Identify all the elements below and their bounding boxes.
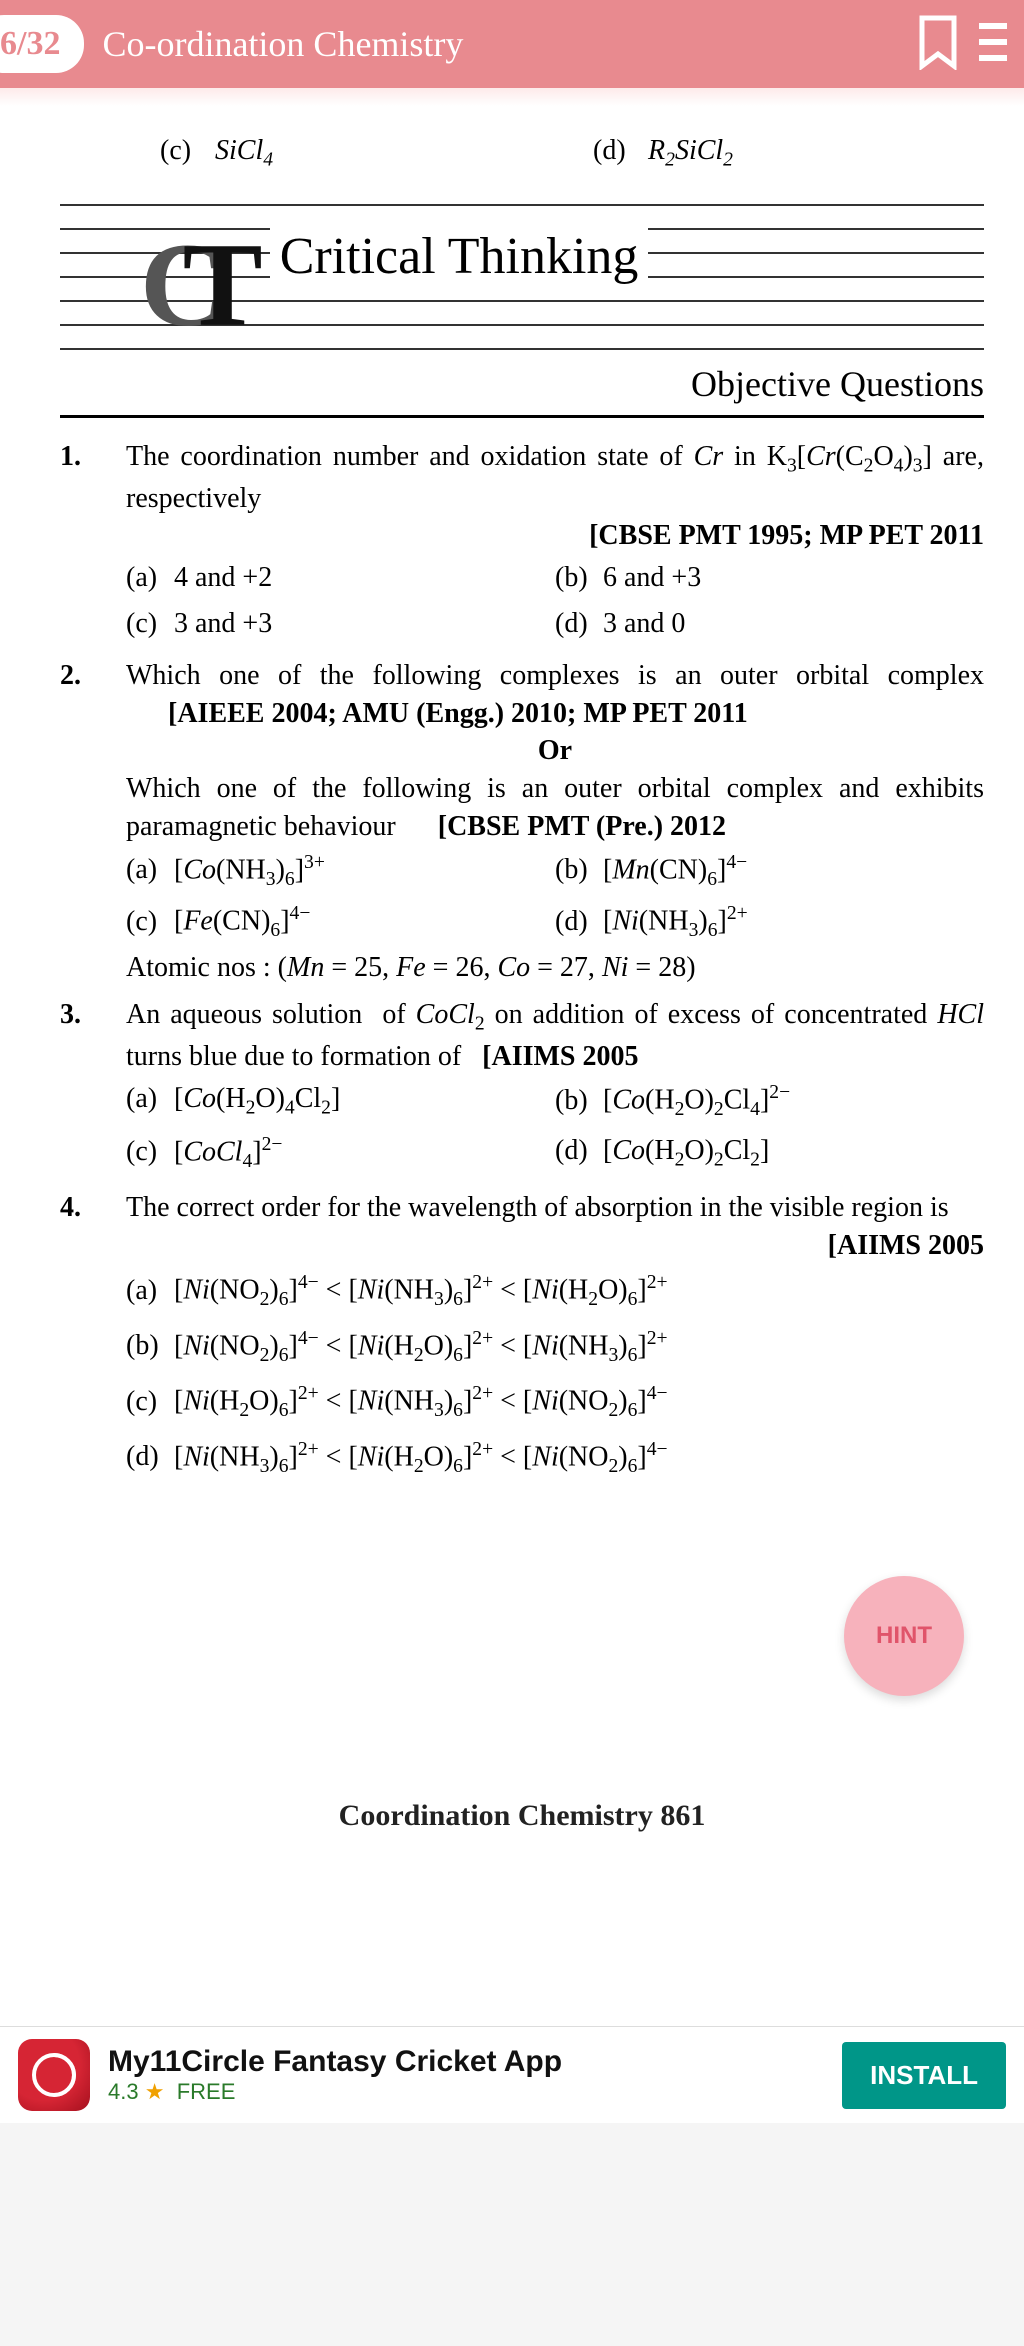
star-icon: ★: [145, 2079, 165, 2104]
option-b[interactable]: (b)[Ni(NO2)6]4− < [Ni(H2O)6]2+ < [Ni(NH3…: [126, 1320, 984, 1375]
menu-icon[interactable]: [978, 18, 1008, 71]
options: (a)[Co(H2O)4Cl2] (b)[Co(H2O)2Cl4]2− (c)[…: [126, 1076, 984, 1179]
option-a[interactable]: (a)[Co(H2O)4Cl2]: [126, 1076, 555, 1127]
question-text: The correct order for the wavelength of …: [126, 1192, 949, 1223]
option-c[interactable]: (c)[CoCl4]2−: [126, 1128, 555, 1179]
ad-banner[interactable]: My11Circle Fantasy Cricket App 4.3 ★ FRE…: [0, 2026, 1024, 2123]
question-4: 4. The correct order for the wavelength …: [60, 1189, 984, 1486]
question-number: 4.: [60, 1189, 126, 1486]
option-text: SiCl4: [215, 135, 273, 166]
question-1: 1. The coordination number and oxidation…: [60, 438, 984, 647]
option-c[interactable]: (c)[Ni(H2O)6]2+ < [Ni(NH3)6]2+ < [Ni(NO2…: [126, 1375, 984, 1430]
options: (a)[Ni(NO2)6]4− < [Ni(NH3)6]2+ < [Ni(H2O…: [126, 1264, 984, 1485]
question-text: The coordination number and oxidation st…: [126, 441, 984, 514]
ad-meta: 4.3 ★ FREE: [108, 2079, 842, 2105]
option-b[interactable]: (b)[Mn(CN)6]4−: [555, 846, 984, 897]
option-label: (d): [593, 132, 641, 170]
option-c[interactable]: (c) SiCl4: [160, 132, 273, 174]
ad-rating: 4.3: [108, 2079, 139, 2104]
ad-logo-icon: [18, 2039, 90, 2111]
header-shadow: [0, 88, 1024, 106]
options: (a)4 and +2 (b)6 and +3 (c)3 and +3 (d)3…: [126, 555, 984, 647]
page-indicator: 6/32: [0, 15, 84, 73]
page-content: (c) SiCl4 (d) R2SiCl2 CT Critical Thinki…: [0, 106, 1024, 2026]
or-divider: Or: [126, 732, 984, 770]
option-a[interactable]: (a)4 and +2: [126, 555, 555, 601]
option-d[interactable]: (d)[Ni(NH3)6]2+: [555, 897, 984, 948]
bookmark-icon[interactable]: [914, 14, 962, 75]
question-source: [CBSE PMT 1995; MP PET 2011: [126, 517, 984, 555]
section-title: Critical Thinking: [270, 222, 649, 292]
option-b[interactable]: (b)6 and +3: [555, 555, 984, 601]
option-a[interactable]: (a)[Co(NH3)6]3+: [126, 846, 555, 897]
option-c[interactable]: (c)[Fe(CN)6]4−: [126, 897, 555, 948]
question-number: 1.: [60, 438, 126, 647]
question-source: [AIIMS 2005: [828, 1227, 984, 1265]
options: (a)[Co(NH3)6]3+ (b)[Mn(CN)6]4− (c)[Fe(CN…: [126, 846, 984, 949]
question-source: [AIIMS 2005: [482, 1041, 638, 1072]
section-banner: CT Critical Thinking Objective Questions: [60, 204, 984, 418]
ad-text: My11Circle Fantasy Cricket App 4.3 ★ FRE…: [108, 2045, 842, 2105]
question-number: 3.: [60, 996, 126, 1179]
option-d[interactable]: (d)[Co(H2O)2Cl2]: [555, 1128, 984, 1179]
option-c[interactable]: (c)3 and +3: [126, 601, 555, 647]
ad-title: My11Circle Fantasy Cricket App: [108, 2045, 842, 2079]
question-number: 2.: [60, 657, 126, 987]
header-title: Co-ordination Chemistry: [102, 23, 914, 65]
hint-button[interactable]: HINT: [844, 1576, 964, 1696]
atomic-note: Atomic nos : (Mn = 25, Fe = 26, Co = 27,…: [126, 949, 984, 987]
ct-logo-icon: CT: [140, 204, 263, 366]
option-label: (c): [160, 132, 208, 170]
install-button[interactable]: INSTALL: [842, 2042, 1006, 2109]
option-a[interactable]: (a)[Ni(NO2)6]4− < [Ni(NH3)6]2+ < [Ni(H2O…: [126, 1264, 984, 1319]
option-text: R2SiCl2: [648, 135, 733, 166]
question-3: 3. An aqueous solution of CoCl2 on addit…: [60, 996, 984, 1179]
ad-free: FREE: [177, 2079, 236, 2104]
question-2: 2. Which one of the following complexes …: [60, 657, 984, 987]
app-header: 6/32 Co-ordination Chemistry: [0, 0, 1024, 88]
option-b[interactable]: (b)[Co(H2O)2Cl4]2−: [555, 1076, 984, 1127]
option-d[interactable]: (d)3 and 0: [555, 601, 984, 647]
option-d[interactable]: (d) R2SiCl2: [593, 132, 733, 174]
question-text: Which one of the following complexes is …: [126, 660, 984, 691]
section-subtitle: Objective Questions: [60, 360, 984, 418]
page-footer-label: Coordination Chemistry 861: [60, 1776, 984, 1847]
question-source: [AIEEE 2004; AMU (Engg.) 2010; MP PET 20…: [168, 698, 748, 729]
question-source-b: [CBSE PMT (Pre.) 2012: [438, 811, 726, 842]
option-d[interactable]: (d)[Ni(NH3)6]2+ < [Ni(H2O)6]2+ < [Ni(NO2…: [126, 1431, 984, 1486]
prev-question-options: (c) SiCl4 (d) R2SiCl2: [60, 132, 984, 174]
